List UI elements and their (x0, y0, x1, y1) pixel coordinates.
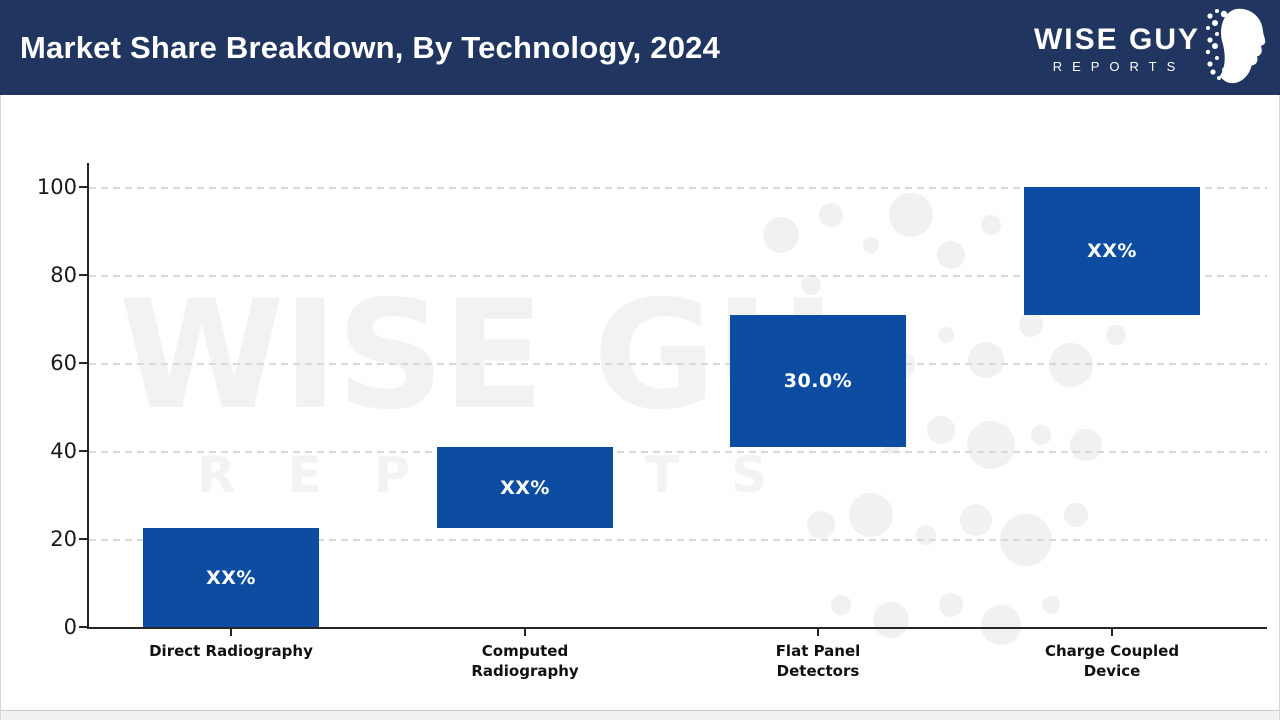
brand-name: WISE GUY (1033, 22, 1200, 56)
x-axis-line (87, 627, 1267, 629)
y-tick-label-80: 80 (50, 263, 77, 287)
x-label-computed-radiography: Computed Radiography (471, 642, 579, 680)
x-tick-2 (524, 627, 526, 636)
y-tick-20 (79, 538, 88, 540)
chart-canvas: WISE GU REPORTS (0, 95, 1280, 720)
x-label-flat-panel-detectors: Flat Panel Detectors (775, 642, 861, 680)
bar-value-label: 30.0% (783, 370, 853, 392)
y-tick-label-0: 0 (63, 615, 77, 639)
y-axis-line (87, 163, 89, 629)
bar-value-label: XX% (1087, 240, 1137, 262)
bar-charge-coupled-device: XX% (1024, 187, 1200, 315)
gridline-60 (89, 363, 1267, 365)
x-tick-4 (1111, 627, 1113, 636)
gridline-100 (89, 187, 1267, 189)
y-tick-80 (79, 274, 88, 276)
brand-subtitle: REPORTS (1052, 58, 1186, 74)
header-bar: Market Share Breakdown, By Technology, 2… (0, 0, 1280, 95)
y-tick-label-60: 60 (50, 351, 77, 375)
bar-flat-panel-detectors: 30.0% (730, 315, 906, 447)
x-label-direct-radiography: Direct Radiography (149, 642, 313, 660)
bar-direct-radiography: XX% (143, 528, 319, 627)
page-title: Market Share Breakdown, By Technology, 2… (20, 29, 721, 65)
x-tick-3 (817, 627, 819, 636)
bottom-strip (1, 710, 1279, 720)
bar-value-label: XX% (500, 476, 550, 499)
wiseguy-face-icon (1205, 8, 1266, 84)
y-tick-40 (79, 450, 88, 452)
brand-logo-text: WISE GUY REPORTS (1034, 23, 1200, 74)
y-tick-100 (79, 186, 88, 188)
y-tick-label-20: 20 (50, 527, 77, 551)
bar-value-label: XX% (206, 566, 256, 589)
y-tick-0 (79, 626, 88, 628)
y-tick-label-100: 100 (36, 175, 77, 199)
gridline-20 (89, 539, 1267, 541)
x-label-charge-coupled-device: Charge Coupled Device (1044, 642, 1180, 680)
watermark-wiseguy: WISE GU (119, 269, 836, 443)
gridline-40 (89, 451, 1267, 453)
y-tick-60 (79, 362, 88, 364)
brand-logo: WISE GUY REPORTS (1034, 6, 1266, 90)
bar-computed-radiography: XX% (437, 447, 613, 528)
gridline-80 (89, 275, 1267, 277)
x-tick-1 (230, 627, 232, 636)
y-tick-label-40: 40 (50, 439, 77, 463)
